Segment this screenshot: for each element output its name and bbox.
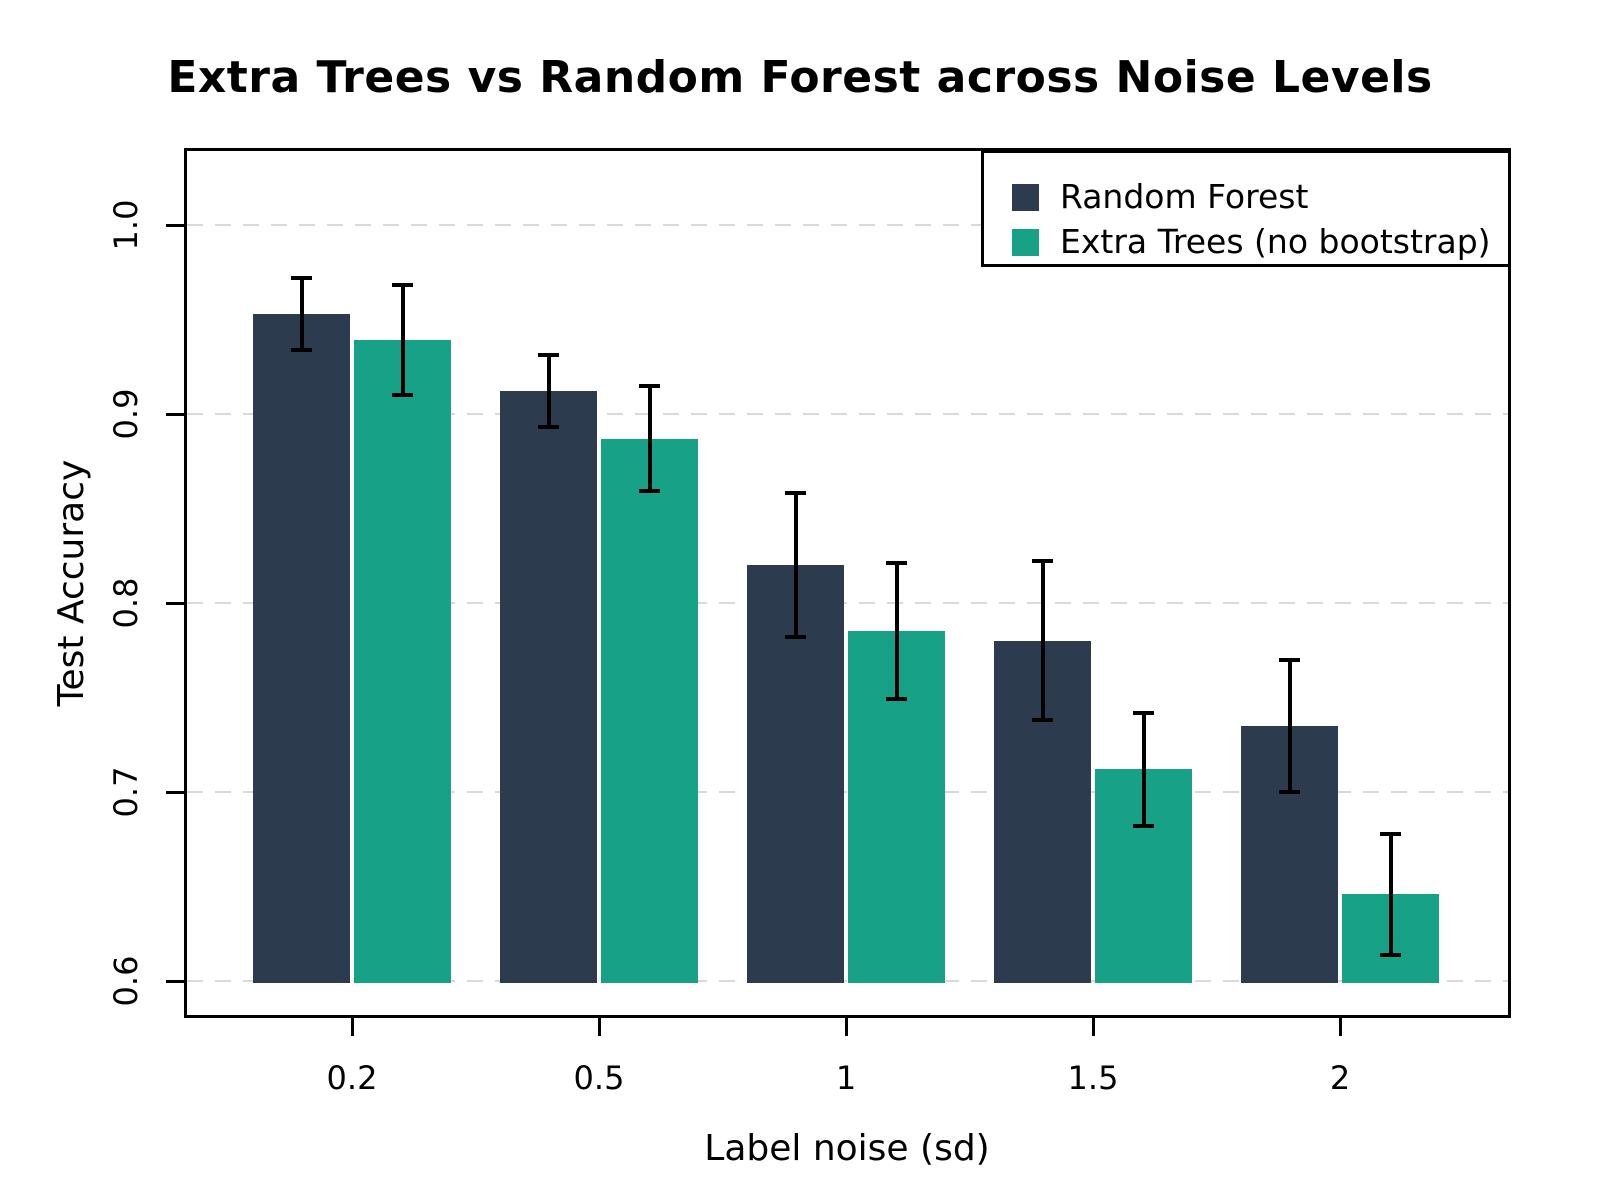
error-bar-cap-top (639, 383, 660, 388)
y-tick-mark (166, 979, 184, 983)
error-bar-cap-bottom (291, 347, 312, 352)
y-tick-mark (166, 790, 184, 794)
error-bar-cap-bottom (1380, 952, 1401, 957)
legend: Random Forest Extra Trees (no bootstrap) (981, 150, 1511, 267)
bar-extra-trees (354, 340, 451, 983)
x-tick-label: 1.5 (1067, 1059, 1119, 1097)
error-bar-cap-top (1032, 559, 1053, 564)
error-bar-cap-bottom (392, 393, 413, 398)
error-bar-cap-top (1380, 831, 1401, 836)
error-bar-cap-bottom (785, 635, 806, 640)
y-gridline (187, 413, 1508, 415)
y-tick-label: 0.7 (107, 766, 145, 818)
error-bar-cap-top (1279, 657, 1300, 662)
error-bar-line (1388, 833, 1393, 955)
legend-swatch (1012, 228, 1039, 256)
error-bar-cap-top (392, 283, 413, 288)
x-tick-label: 0.2 (326, 1059, 378, 1097)
x-tick-mark (597, 1018, 601, 1036)
error-bar-cap-bottom (1279, 790, 1300, 794)
bar-extra-trees (601, 438, 698, 983)
error-bar-cap-bottom (639, 489, 660, 494)
x-tick-mark (1338, 1018, 1342, 1036)
error-bar-cap-bottom (1032, 718, 1053, 723)
legend-label: Random Forest (1060, 177, 1309, 216)
x-tick-mark (350, 1018, 354, 1036)
legend-label: Extra Trees (no bootstrap) (1060, 222, 1491, 261)
bar-random-forest (500, 391, 597, 983)
y-gridline (187, 980, 1508, 982)
error-bar-cap-top (886, 561, 907, 566)
x-tick-mark (844, 1018, 848, 1036)
y-gridline (187, 224, 1508, 226)
x-axis-title: Label noise (sd) (704, 1128, 990, 1169)
y-tick-mark (166, 223, 184, 227)
error-bar-cap-bottom (1133, 824, 1154, 829)
bar-random-forest (253, 313, 350, 983)
error-bar-line (647, 385, 652, 492)
error-bar-line (1287, 659, 1292, 792)
error-bar-line (793, 493, 798, 637)
y-tick-label: 0.9 (107, 388, 145, 440)
y-tick-label: 0.8 (107, 577, 145, 629)
error-bar-line (1141, 712, 1146, 826)
x-tick-mark (1091, 1018, 1095, 1036)
error-bar-line (400, 285, 405, 396)
error-bar-cap-top (538, 353, 559, 358)
x-tick-label: 0.5 (573, 1059, 625, 1097)
x-tick-label: 2 (1329, 1059, 1351, 1097)
error-bar-line (546, 355, 551, 428)
error-bar-cap-bottom (886, 697, 907, 702)
error-bar-cap-top (785, 491, 806, 496)
error-bar-line (299, 277, 304, 350)
y-tick-label: 0.6 (107, 955, 145, 1007)
error-bar-cap-top (291, 275, 312, 280)
y-tick-label: 1.0 (107, 199, 145, 251)
plot-frame (184, 148, 1511, 1018)
x-tick-label: 1 (835, 1059, 857, 1097)
chart-title: Extra Trees vs Random Forest across Nois… (167, 52, 1433, 103)
error-bar-line (894, 563, 899, 700)
legend-swatch (1012, 183, 1039, 211)
y-gridline (187, 791, 1508, 793)
y-gridline (187, 602, 1508, 604)
error-bar-cap-top (1133, 710, 1154, 715)
y-tick-mark (166, 412, 184, 416)
y-tick-mark (166, 601, 184, 605)
y-axis-title: Test Accuracy (51, 459, 92, 707)
error-bar-cap-bottom (538, 425, 559, 430)
error-bar-line (1040, 561, 1045, 721)
